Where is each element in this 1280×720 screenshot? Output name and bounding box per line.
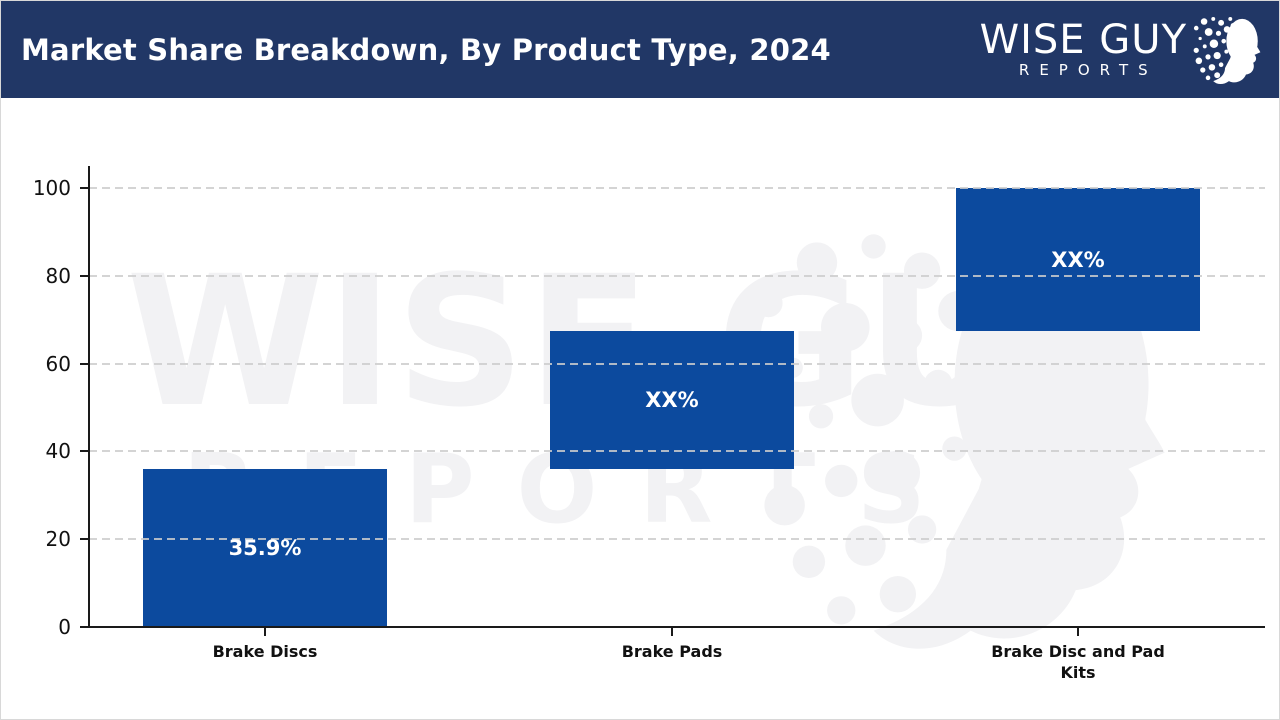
x-category-label: Brake Disc and Pad Kits <box>991 642 1165 682</box>
bar-segment: XX% <box>550 331 794 470</box>
y-tick-label: 60 <box>45 351 71 376</box>
logo-reports-text: REPORTS <box>1018 61 1158 79</box>
y-tick-label: 80 <box>45 263 71 288</box>
y-tick-label: 20 <box>45 527 71 552</box>
x-tick <box>671 628 673 636</box>
logo-wordmark: WISE GUY <box>979 17 1187 63</box>
bar-value-label: 35.9% <box>228 536 302 561</box>
logo-face-icon <box>1193 16 1261 84</box>
bar-segment: XX% <box>956 188 1200 332</box>
y-tick <box>80 450 88 453</box>
gridline <box>89 274 1265 277</box>
x-axis <box>88 626 1265 628</box>
gridline <box>89 538 1265 541</box>
y-tick <box>80 187 88 189</box>
y-tick <box>80 538 88 541</box>
logo-text: WISE GUY REPORTS <box>980 20 1187 79</box>
wiseguy-logo: WISE GUY REPORTS <box>980 11 1279 89</box>
gridline <box>89 362 1265 365</box>
gridline <box>89 450 1265 453</box>
bar-value-label: XX% <box>645 388 699 413</box>
header-bar: Market Share Breakdown, By Product Type,… <box>1 1 1279 98</box>
bar-segment: 35.9% <box>143 469 387 627</box>
y-tick-label: 40 <box>45 439 71 464</box>
x-category-label: Brake Pads <box>621 642 723 661</box>
y-axis <box>88 166 90 628</box>
y-tick <box>80 626 88 628</box>
bar-value-label: XX% <box>1051 247 1105 272</box>
x-category-label: Brake Discs <box>212 642 318 661</box>
y-tick-label: 0 <box>58 615 71 639</box>
x-tick <box>1077 628 1079 636</box>
chart-title: Market Share Breakdown, By Product Type,… <box>21 32 831 67</box>
y-tick <box>80 362 88 365</box>
y-tick-label: 100 <box>32 176 71 200</box>
y-tick <box>80 274 88 277</box>
x-tick <box>264 628 266 636</box>
gridline <box>89 187 1265 189</box>
